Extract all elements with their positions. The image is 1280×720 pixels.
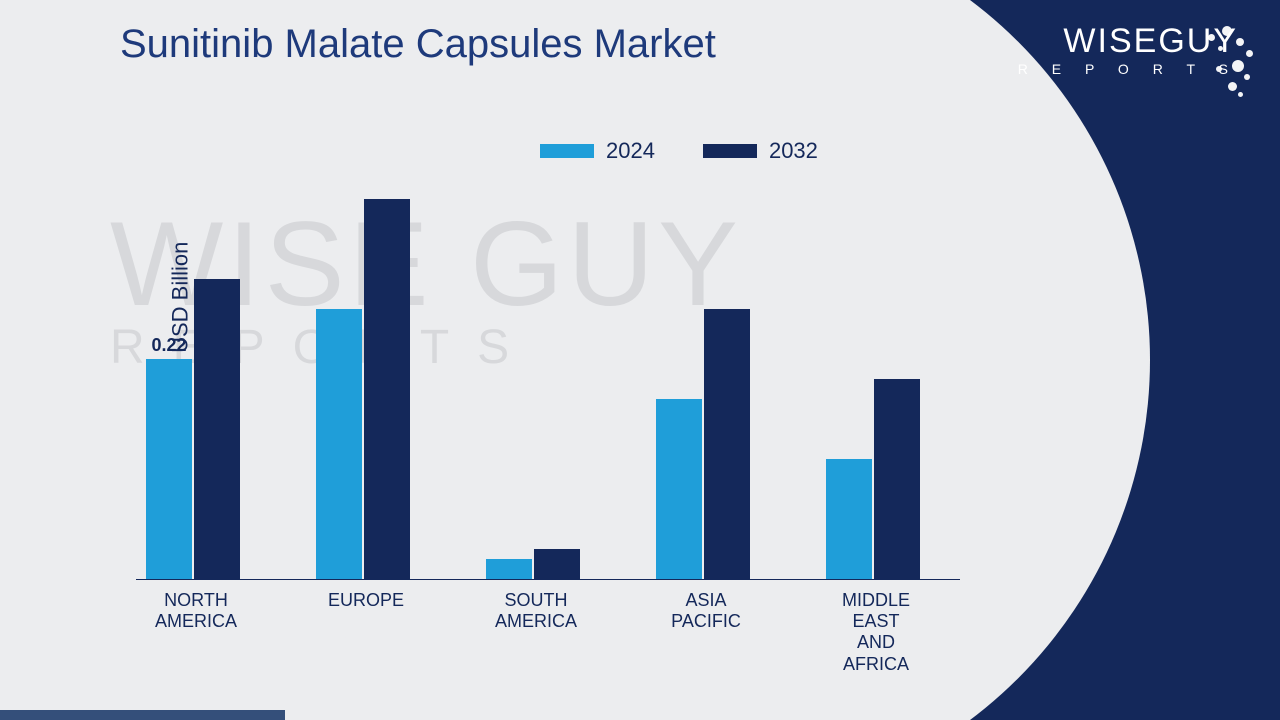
bar [486, 559, 532, 579]
bar [316, 309, 362, 579]
bar-value-label: 0.22 [139, 335, 199, 356]
bar [656, 399, 702, 579]
category-label: ASIAPACIFIC [636, 590, 776, 632]
brand-logo-main: WISEGUY [1018, 24, 1238, 58]
bar [534, 549, 580, 579]
category-label: EUROPE [296, 590, 436, 611]
bar [194, 279, 240, 579]
bar [874, 379, 920, 579]
plot-area: 0.22 [136, 180, 960, 580]
brand-logo-sub: R E P O R T S [1018, 62, 1238, 76]
footer-accent-bar [0, 710, 285, 720]
category-label: NORTHAMERICA [126, 590, 266, 632]
brand-logo: WISEGUY R E P O R T S [1018, 24, 1238, 76]
bar [364, 199, 410, 579]
bar [826, 459, 872, 579]
category-label: SOUTHAMERICA [466, 590, 606, 632]
bar [704, 309, 750, 579]
category-label: MIDDLEEASTANDAFRICA [806, 590, 946, 675]
chart-title: Sunitinib Malate Capsules Market [120, 22, 716, 67]
legend-swatch-2032 [703, 144, 757, 158]
bar [146, 359, 192, 579]
legend-swatch-2024 [540, 144, 594, 158]
infographic-frame: WISEGUY R E P O R T S WISE GUY REPORTS S… [0, 0, 1280, 720]
category-labels-row: NORTHAMERICAEUROPESOUTHAMERICAASIAPACIFI… [136, 580, 960, 700]
bar-chart: Market Size in USD Billion 0.22 NORTHAME… [110, 160, 960, 580]
